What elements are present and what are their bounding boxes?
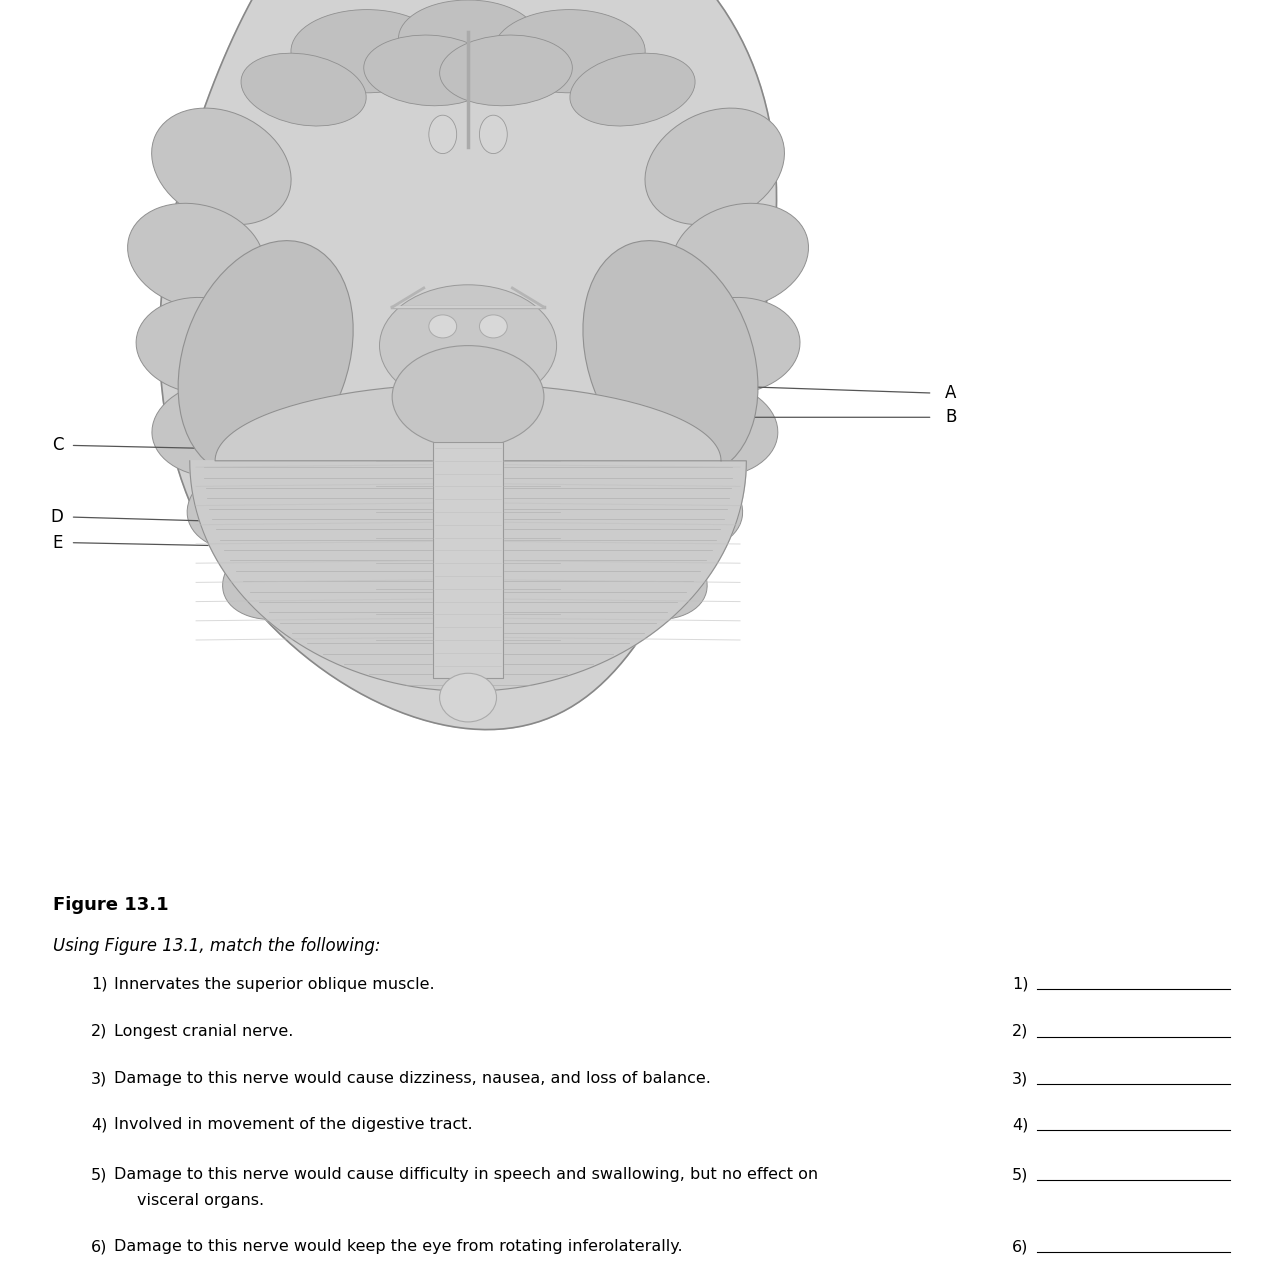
Ellipse shape	[479, 315, 507, 338]
Ellipse shape	[639, 380, 778, 477]
Ellipse shape	[583, 532, 707, 620]
Ellipse shape	[223, 532, 347, 620]
Text: E: E	[53, 534, 63, 552]
Ellipse shape	[583, 241, 758, 476]
Ellipse shape	[380, 285, 557, 407]
Text: 3): 3)	[91, 1071, 108, 1087]
Text: C: C	[52, 436, 63, 454]
Ellipse shape	[493, 10, 645, 93]
Ellipse shape	[398, 0, 538, 77]
Text: Innervates the superior oblique muscle.: Innervates the superior oblique muscle.	[114, 977, 434, 992]
Polygon shape	[433, 442, 503, 678]
Text: 2): 2)	[91, 1024, 108, 1039]
Ellipse shape	[440, 35, 572, 106]
Text: 5): 5)	[91, 1167, 108, 1183]
Ellipse shape	[571, 54, 694, 125]
Ellipse shape	[128, 204, 264, 308]
Ellipse shape	[645, 108, 784, 225]
Ellipse shape	[364, 35, 496, 106]
Ellipse shape	[137, 297, 268, 394]
Ellipse shape	[291, 10, 443, 93]
Text: Damage to this nerve would keep the eye from rotating inferolaterally.: Damage to this nerve would keep the eye …	[114, 1239, 683, 1254]
Text: 6): 6)	[91, 1239, 108, 1254]
Ellipse shape	[152, 108, 291, 225]
Text: 1): 1)	[1012, 977, 1028, 992]
Ellipse shape	[668, 297, 799, 394]
Text: Longest cranial nerve.: Longest cranial nerve.	[114, 1024, 293, 1039]
Text: 1): 1)	[91, 977, 108, 992]
Ellipse shape	[152, 380, 291, 477]
Ellipse shape	[392, 346, 544, 448]
Text: 6): 6)	[1012, 1239, 1028, 1254]
Text: visceral organs.: visceral organs.	[137, 1193, 263, 1208]
Text: 2): 2)	[1012, 1024, 1028, 1039]
Ellipse shape	[429, 115, 457, 154]
Text: A: A	[945, 384, 956, 402]
Text: 3): 3)	[1012, 1071, 1028, 1087]
Text: 5): 5)	[1012, 1167, 1028, 1183]
Polygon shape	[190, 384, 746, 691]
Text: B: B	[945, 408, 956, 426]
Ellipse shape	[187, 460, 319, 552]
Ellipse shape	[611, 460, 743, 552]
Text: Damage to this nerve would cause dizziness, nausea, and loss of balance.: Damage to this nerve would cause dizzine…	[114, 1071, 711, 1087]
Text: Using Figure 13.1, match the following:: Using Figure 13.1, match the following:	[53, 937, 381, 955]
Text: D: D	[51, 508, 63, 526]
Ellipse shape	[440, 673, 497, 722]
Text: Figure 13.1: Figure 13.1	[53, 896, 168, 914]
Ellipse shape	[479, 115, 507, 154]
Polygon shape	[159, 0, 777, 730]
Text: 4): 4)	[91, 1117, 108, 1133]
Text: Damage to this nerve would cause difficulty in speech and swallowing, but no eff: Damage to this nerve would cause difficu…	[114, 1167, 818, 1183]
Ellipse shape	[242, 54, 366, 125]
Text: Involved in movement of the digestive tract.: Involved in movement of the digestive tr…	[114, 1117, 472, 1133]
Text: 4): 4)	[1012, 1117, 1028, 1133]
Ellipse shape	[429, 315, 457, 338]
Ellipse shape	[672, 204, 808, 308]
Ellipse shape	[178, 241, 353, 476]
